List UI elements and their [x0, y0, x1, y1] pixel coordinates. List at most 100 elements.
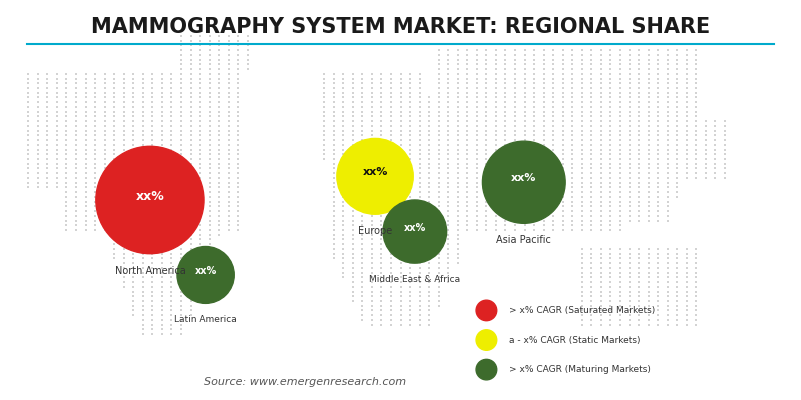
Point	[356, 137, 368, 143]
Point	[107, 160, 120, 167]
Text: Source: www.emergenresearch.com: Source: www.emergenresearch.com	[204, 377, 406, 387]
Point	[499, 66, 512, 72]
Point	[136, 288, 149, 295]
Point	[194, 269, 207, 276]
Point	[690, 246, 702, 252]
Point	[671, 113, 684, 120]
Point	[557, 217, 570, 224]
Point	[165, 326, 178, 332]
Point	[99, 118, 111, 124]
Point	[528, 99, 541, 105]
Point	[107, 227, 120, 233]
Point	[117, 118, 130, 124]
Point	[585, 70, 598, 77]
Point	[60, 127, 73, 134]
Point	[461, 90, 473, 96]
Point	[518, 137, 531, 143]
Point	[671, 52, 684, 58]
Point	[452, 85, 465, 91]
Point	[175, 298, 187, 304]
Point	[604, 198, 617, 205]
Point	[528, 222, 541, 228]
Point	[537, 99, 550, 105]
Point	[328, 85, 340, 91]
Point	[394, 198, 407, 205]
Point	[575, 293, 588, 300]
Point	[642, 298, 655, 304]
Point	[194, 151, 207, 158]
Point	[423, 236, 436, 243]
Point	[652, 127, 665, 134]
Point	[328, 156, 340, 162]
Point	[22, 118, 34, 124]
Point	[365, 189, 378, 195]
Point	[365, 232, 378, 238]
Point	[652, 118, 665, 124]
Point	[184, 56, 197, 63]
Point	[70, 90, 83, 96]
Point	[136, 227, 149, 233]
Point	[356, 170, 368, 176]
Point	[127, 127, 139, 134]
Point	[642, 317, 655, 323]
Point	[413, 189, 426, 195]
Point	[328, 217, 340, 224]
Point	[184, 108, 197, 115]
Point	[499, 127, 512, 134]
Point	[203, 151, 216, 158]
Point	[557, 212, 570, 219]
Point	[99, 132, 111, 138]
Point	[604, 142, 617, 148]
Point	[136, 203, 149, 210]
Point	[557, 156, 570, 162]
Point	[633, 66, 646, 72]
Point	[470, 222, 483, 228]
Point	[365, 288, 378, 295]
Point	[165, 279, 178, 285]
Point	[155, 137, 168, 143]
Point	[127, 132, 139, 138]
Point	[394, 217, 407, 224]
Point	[652, 198, 665, 205]
Point	[461, 94, 473, 101]
Point	[31, 99, 44, 105]
Point	[585, 298, 598, 304]
Point	[184, 241, 197, 247]
Point	[671, 56, 684, 63]
Point	[231, 212, 244, 219]
Point	[480, 94, 493, 101]
Point	[222, 132, 235, 138]
Point	[146, 108, 159, 115]
Point	[394, 302, 407, 309]
Point	[499, 227, 512, 233]
Point	[681, 142, 694, 148]
Point	[50, 151, 63, 158]
Point	[594, 250, 607, 257]
Point	[365, 194, 378, 200]
Point	[557, 85, 570, 91]
Point	[404, 255, 417, 262]
Point	[690, 104, 702, 110]
Point	[614, 298, 626, 304]
Point	[146, 222, 159, 228]
Point	[328, 160, 340, 167]
Point	[107, 123, 120, 129]
Point	[175, 184, 187, 190]
Point	[681, 269, 694, 276]
Point	[614, 189, 626, 195]
Point	[642, 279, 655, 285]
Point	[375, 317, 388, 323]
Point	[375, 104, 388, 110]
Point	[41, 80, 54, 86]
Point	[452, 137, 465, 143]
Point	[681, 307, 694, 314]
Point	[566, 146, 579, 153]
Point	[499, 56, 512, 63]
Point	[566, 208, 579, 214]
Point	[537, 156, 550, 162]
Point	[146, 104, 159, 110]
Point	[336, 222, 349, 228]
Point	[203, 94, 216, 101]
Point	[509, 203, 521, 210]
Point	[41, 113, 54, 120]
